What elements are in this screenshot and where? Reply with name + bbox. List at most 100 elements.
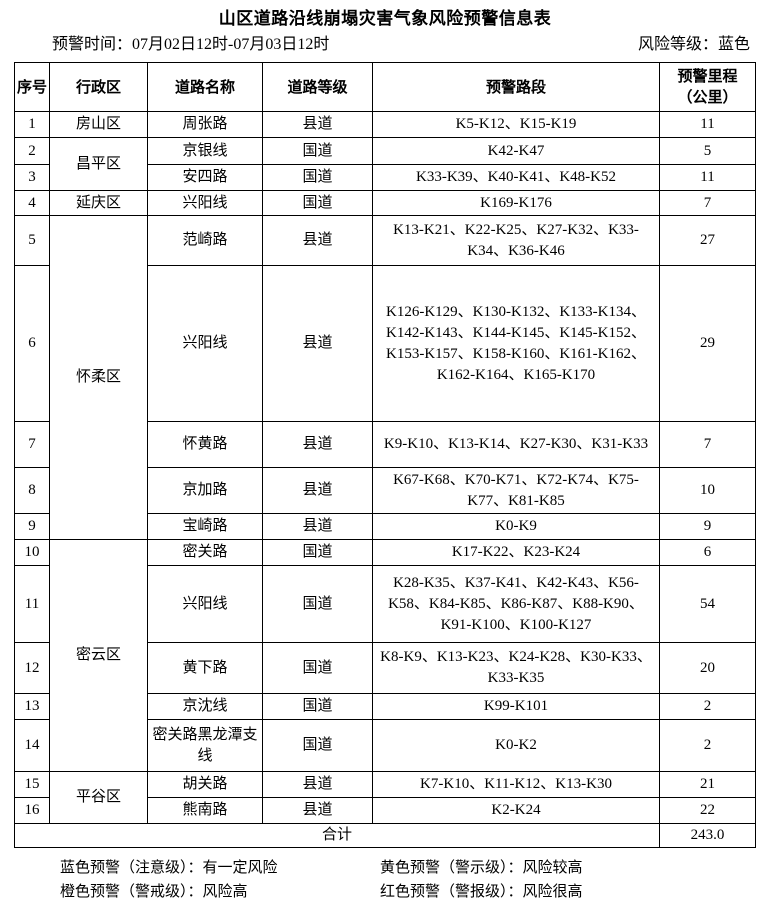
header-seq: 序号 xyxy=(14,62,50,112)
legend-orange: 橙色预警（警戒级）：风险高 xyxy=(60,884,248,900)
cell-mileage: 11 xyxy=(659,164,756,191)
cell-mileage: 20 xyxy=(659,642,756,694)
cell-district: 平谷区 xyxy=(49,771,148,824)
table-row: 2 昌平区 京银线 国道 K42-K47 5 xyxy=(14,137,756,191)
cell-seq: 7 xyxy=(14,421,50,468)
cell-seq: 4 xyxy=(14,190,50,216)
cell-segments: K17-K22、K23-K24 xyxy=(372,539,660,566)
cell-road-name: 黄下路 xyxy=(147,642,263,694)
cell-segments: K42-K47 xyxy=(372,137,660,165)
table-header-row: 序号 行政区 道路名称 道路等级 预警路段 预警里程 （公里） xyxy=(14,62,756,112)
legend-row-1: 蓝色预警（注意级）：有一定风险 黄色预警（警示级）：风险较高 xyxy=(60,856,756,880)
cell-segments: K33-K39、K40-K41、K48-K52 xyxy=(372,164,660,191)
segments-text: K42-K47 xyxy=(487,142,545,159)
segments-text: K33-K39、K40-K41、K48-K52 xyxy=(416,169,616,185)
segments-text: K13-K21、K22-K25、K27-K32、K33-K34、K36-K46 xyxy=(393,221,639,259)
cell-seq: 15 xyxy=(14,771,50,798)
cell-road-class: 县道 xyxy=(262,215,373,266)
cell-road-class: 县道 xyxy=(262,111,373,138)
cell-road-name: 怀黄路 xyxy=(147,421,263,468)
cell-road-class: 县道 xyxy=(262,513,373,540)
cell-mileage: 27 xyxy=(659,215,756,266)
warning-info-page: 山区道路沿线崩塌灾害气象风险预警信息表 预警时间：07月02日12时-07月03… xyxy=(0,8,770,924)
cell-road-name: 京加路 xyxy=(147,467,263,514)
cell-road-name: 兴阳线 xyxy=(147,265,263,422)
cell-segments: K0-K2 xyxy=(372,719,660,772)
table-row: 15 平谷区 胡关路 县道 K7-K10、K11-K12、K13-K30 21 xyxy=(14,771,756,824)
legend-block: 蓝色预警（注意级）：有一定风险 黄色预警（警示级）：风险较高 橙色预警（警戒级）… xyxy=(0,856,770,904)
cell-road-class: 国道 xyxy=(262,190,373,216)
table-row: 6 兴阳线 县道 K126-K129、K130-K132、K133-K134、K142… xyxy=(14,265,756,422)
legend-red: 红色预警（警报级）：风险很高 xyxy=(380,884,583,900)
segments-text: K28-K35、K37-K41、K42-K43、K56-K58、K84-K85、… xyxy=(388,574,644,633)
header-mileage: 预警里程 （公里） xyxy=(659,62,756,112)
segments-text: K9-K10、K13-K14、K27-K30、K31-K33 xyxy=(383,436,649,452)
segments-text: K7-K10、K11-K12、K13-K30 xyxy=(420,776,612,792)
cell-road-name: 密关路黑龙潭支线 xyxy=(147,719,263,772)
cell-road-name: 密关路 xyxy=(147,539,263,566)
cell-segments: K2-K24 xyxy=(372,797,660,824)
cell-mileage: 11 xyxy=(659,111,756,138)
legend-yellow: 黄色预警（警示级）：风险较高 xyxy=(380,860,583,876)
cell-segments: K8-K9、K13-K23、K24-K28、K30-K33、K33-K35 xyxy=(372,642,660,694)
cell-seq: 16 xyxy=(14,797,50,824)
cell-road-class: 国道 xyxy=(262,164,373,191)
cell-seq: 3 xyxy=(14,164,50,191)
cell-road-class: 国道 xyxy=(262,719,373,772)
cell-road-class: 县道 xyxy=(262,797,373,824)
cell-seq: 1 xyxy=(14,111,50,138)
cell-seq: 5 xyxy=(14,215,50,266)
table-row: 7 怀黄路 县道 K9-K10、K13-K14、K27-K30、K31-K33 7 xyxy=(14,421,756,468)
header-district: 行政区 xyxy=(49,62,148,112)
cell-mileage: 2 xyxy=(659,693,756,720)
cell-segments: K28-K35、K37-K41、K42-K43、K56-K58、K84-K85、… xyxy=(372,565,660,643)
cell-seq: 9 xyxy=(14,513,50,540)
total-label: 合计 xyxy=(14,823,660,848)
table-row: 1 房山区 周张路 县道 K5-K12、K15-K19 11 xyxy=(14,111,756,138)
cell-segments: K9-K10、K13-K14、K27-K30、K31-K33 xyxy=(372,421,660,468)
cell-segments: K126-K129、K130-K132、K133-K134、K142-K143、… xyxy=(372,265,660,422)
cell-road-name: 京沈线 xyxy=(147,693,263,720)
cell-mileage: 54 xyxy=(659,565,756,643)
cell-seq: 14 xyxy=(14,719,50,772)
cell-mileage: 10 xyxy=(659,467,756,514)
table-row: 11 兴阳线 国道 K28-K35、K37-K41、K42-K43、K56-K58、K… xyxy=(14,565,756,643)
cell-road-class: 县道 xyxy=(262,467,373,514)
header-segments: 预警路段 xyxy=(372,62,660,112)
risk-level-text: 风险等级：蓝色 xyxy=(637,36,750,53)
cell-mileage: 5 xyxy=(659,137,756,165)
table-row: 16 熊南路 县道 K2-K24 22 xyxy=(14,797,756,824)
warning-table: 序号 行政区 道路名称 道路等级 预警路段 预警里程 （公里） 1 房山区 周张路县… xyxy=(14,62,756,848)
cell-mileage: 21 xyxy=(659,771,756,798)
cell-district: 昌平区 xyxy=(49,137,148,191)
cell-road-class: 国道 xyxy=(262,565,373,643)
cell-district: 房山区 xyxy=(49,111,148,138)
segments-text: K0-K9 xyxy=(495,518,537,534)
table-row: 5 怀柔区 范崎路 县道 K13-K21、K22-K25、K27-K32、K33-K34… xyxy=(14,215,756,540)
cell-segments: K99-K101 xyxy=(372,693,660,720)
cell-segments: K67-K68、K70-K71、K72-K74、K75-K77、K81-K85 xyxy=(372,467,660,514)
segments-text: K0-K2 xyxy=(495,737,537,753)
segments-text: K99-K101 xyxy=(483,698,549,714)
segments-text: K126-K129、K130-K132、K133-K134、K142-K143、… xyxy=(386,303,646,383)
cell-seq: 10 xyxy=(14,539,50,566)
cell-mileage: 7 xyxy=(659,421,756,468)
cell-road-name: 周张路 xyxy=(147,111,263,138)
header-road-name: 道路名称 xyxy=(147,62,263,112)
cell-road-name: 熊南路 xyxy=(147,797,263,824)
cell-road-name: 范崎路 xyxy=(147,215,263,266)
table-row: 12 黄下路 国道 K8-K9、K13-K23、K24-K28、K30-K33、K33… xyxy=(14,642,756,694)
cell-mileage: 22 xyxy=(659,797,756,824)
table-row: 8 京加路 县道 K67-K68、K70-K71、K72-K74、K75-K77、K8… xyxy=(14,467,756,514)
cell-road-name: 安四路 xyxy=(147,164,263,191)
table-row: 10 密云区 密关路 国道 K17-K22、K23-K24 6 xyxy=(14,539,756,772)
cell-seq: 2 xyxy=(14,137,50,165)
cell-road-class: 国道 xyxy=(262,642,373,694)
cell-road-class: 县道 xyxy=(262,771,373,798)
warning-time-text: 预警时间：07月02日12时-07月03日12时 xyxy=(52,36,330,53)
segments-text: K5-K12、K15-K19 xyxy=(455,116,577,132)
cell-seq: 12 xyxy=(14,642,50,694)
cell-seq: 8 xyxy=(14,467,50,514)
segments-text: K169-K176 xyxy=(480,194,552,211)
cell-mileage: 29 xyxy=(659,265,756,422)
